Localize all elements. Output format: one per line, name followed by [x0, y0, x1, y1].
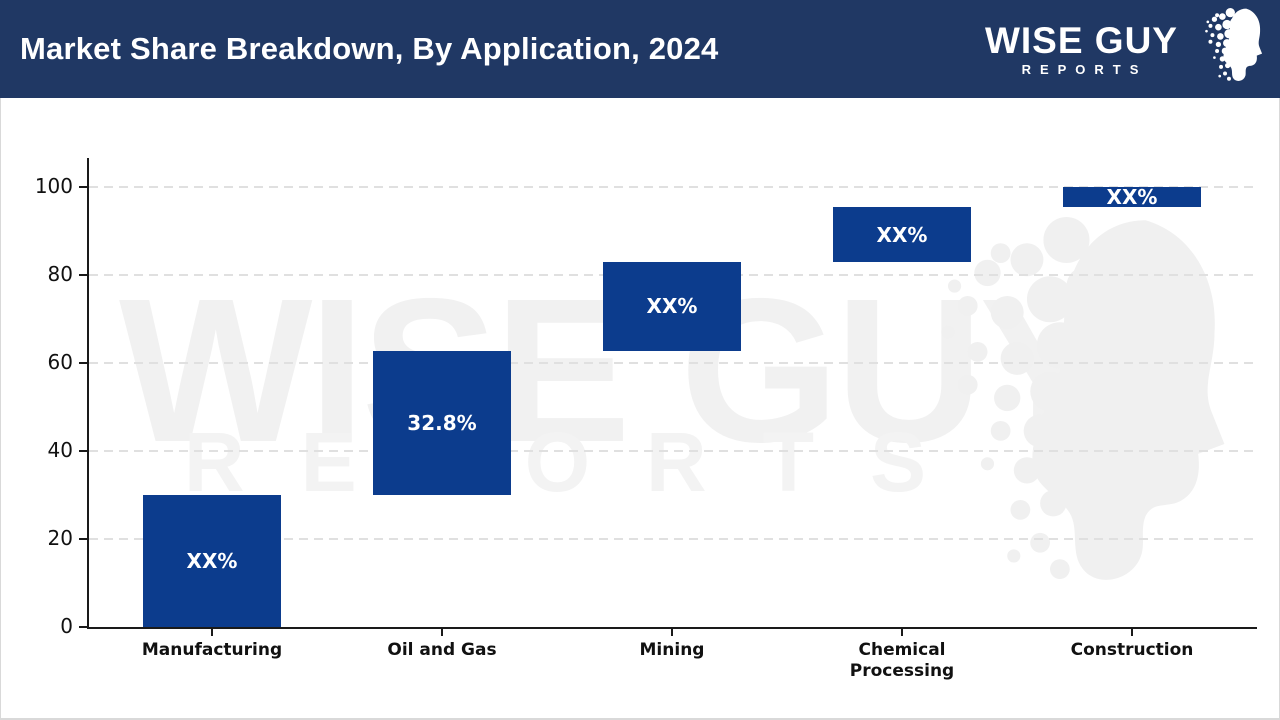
logo-reports-label: REPORTS: [1021, 62, 1148, 77]
x-tick: [671, 629, 673, 636]
bar-value-label: 32.8%: [407, 410, 477, 435]
bar-value-label: XX%: [646, 294, 698, 319]
bar-value-label: XX%: [876, 222, 928, 247]
bar-value-label: XX%: [1106, 185, 1158, 210]
y-tick: [79, 362, 89, 364]
x-category-label: Mining: [639, 640, 705, 660]
bar-mining: XX%: [603, 261, 741, 351]
y-tick-label: 60: [47, 350, 73, 374]
gridline: [89, 362, 1257, 364]
x-tick: [211, 629, 213, 636]
x-tick: [441, 629, 443, 636]
y-tick: [79, 538, 89, 540]
x-category-label: Oil and Gas: [387, 640, 497, 660]
head-logo-icon: [1184, 6, 1270, 92]
x-tick: [901, 629, 903, 636]
bar-chemical-processing: XX%: [833, 207, 971, 262]
y-tick-label: 40: [47, 438, 73, 462]
watermark-reports-text: REPORTS: [184, 415, 983, 509]
bar-value-label: XX%: [186, 549, 238, 573]
y-tick: [79, 450, 89, 452]
y-tick: [79, 274, 89, 276]
bar-construction: XX%: [1063, 185, 1201, 210]
y-tick-label: 20: [47, 526, 73, 550]
logo-text: WISE GUY REPORTS: [985, 22, 1178, 76]
y-tick-label: 0: [60, 614, 73, 638]
gridline: [89, 538, 1257, 540]
y-tick: [79, 186, 89, 188]
page-title: Market Share Breakdown, By Application, …: [20, 31, 719, 66]
wiseguy-logo: WISE GUY REPORTS: [985, 6, 1270, 92]
bar-manufacturing: XX%: [143, 495, 281, 627]
x-category-label: Chemical Processing: [849, 640, 955, 681]
y-tick-label: 100: [34, 174, 73, 198]
y-tick: [79, 626, 89, 628]
header: Market Share Breakdown, By Application, …: [0, 0, 1280, 98]
gridline: [89, 186, 1257, 188]
x-tick: [1131, 629, 1133, 636]
logo-wise-guy-label: WISE GUY: [984, 20, 1178, 61]
bar-oil-and-gas: 32.8%: [373, 350, 511, 495]
x-category-label: Construction: [1070, 640, 1194, 660]
gridline: [89, 450, 1257, 452]
y-axis-line: [87, 158, 89, 629]
x-axis-line: [87, 627, 1257, 629]
x-category-label: Manufacturing: [141, 640, 283, 660]
y-tick-label: 80: [47, 262, 73, 286]
